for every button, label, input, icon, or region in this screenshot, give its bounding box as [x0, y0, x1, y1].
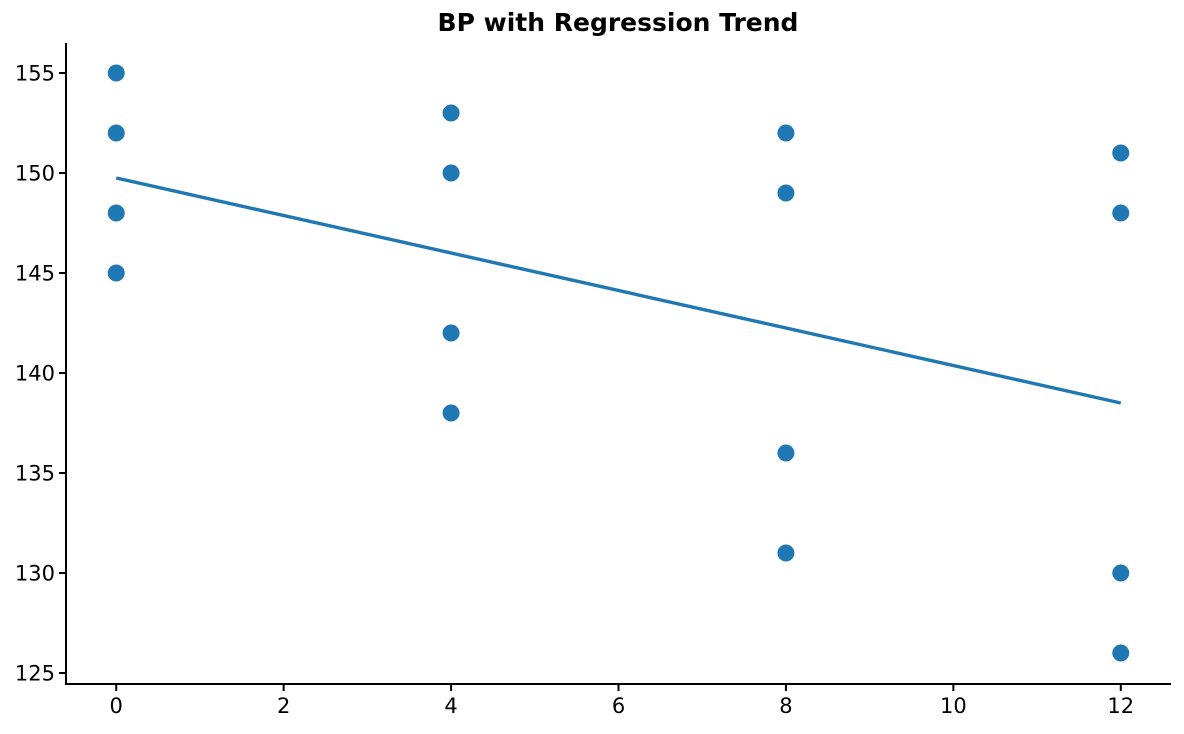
x-tick-label: 0 — [110, 694, 123, 718]
data-point — [442, 324, 460, 342]
data-point — [107, 204, 125, 222]
data-point — [107, 64, 125, 82]
x-tick-label: 2 — [277, 694, 290, 718]
y-tick-label: 140 — [15, 361, 55, 385]
data-point — [1112, 204, 1130, 222]
regression-trend-line — [115, 176, 1122, 405]
data-point — [1112, 144, 1130, 162]
x-tick-label: 10 — [940, 694, 967, 718]
y-tick-label: 125 — [15, 661, 55, 685]
x-tick-label: 8 — [779, 694, 792, 718]
data-point — [107, 264, 125, 282]
chart-title: BP with Regression Trend — [438, 8, 799, 37]
y-tick-label: 135 — [15, 461, 55, 485]
x-tick-label: 12 — [1107, 694, 1134, 718]
data-point — [442, 164, 460, 182]
data-point — [777, 184, 795, 202]
data-point — [777, 444, 795, 462]
data-point — [107, 124, 125, 142]
x-tick-label: 4 — [444, 694, 457, 718]
data-point — [442, 104, 460, 122]
y-tick-label: 145 — [15, 261, 55, 285]
data-point — [1112, 644, 1130, 662]
axes: 125 130 135 140 145 150 155 0 2 4 6 8 10 12 — [15, 43, 1171, 718]
data-point — [442, 404, 460, 422]
scatter-points — [107, 64, 1130, 662]
data-point — [777, 124, 795, 142]
y-tick-label: 155 — [15, 61, 55, 85]
y-tick-label: 130 — [15, 561, 55, 585]
data-point — [777, 544, 795, 562]
data-point — [1112, 564, 1130, 582]
x-tick-label: 6 — [612, 694, 625, 718]
trend-line-segment — [115, 176, 1122, 405]
y-tick-label: 150 — [15, 161, 55, 185]
